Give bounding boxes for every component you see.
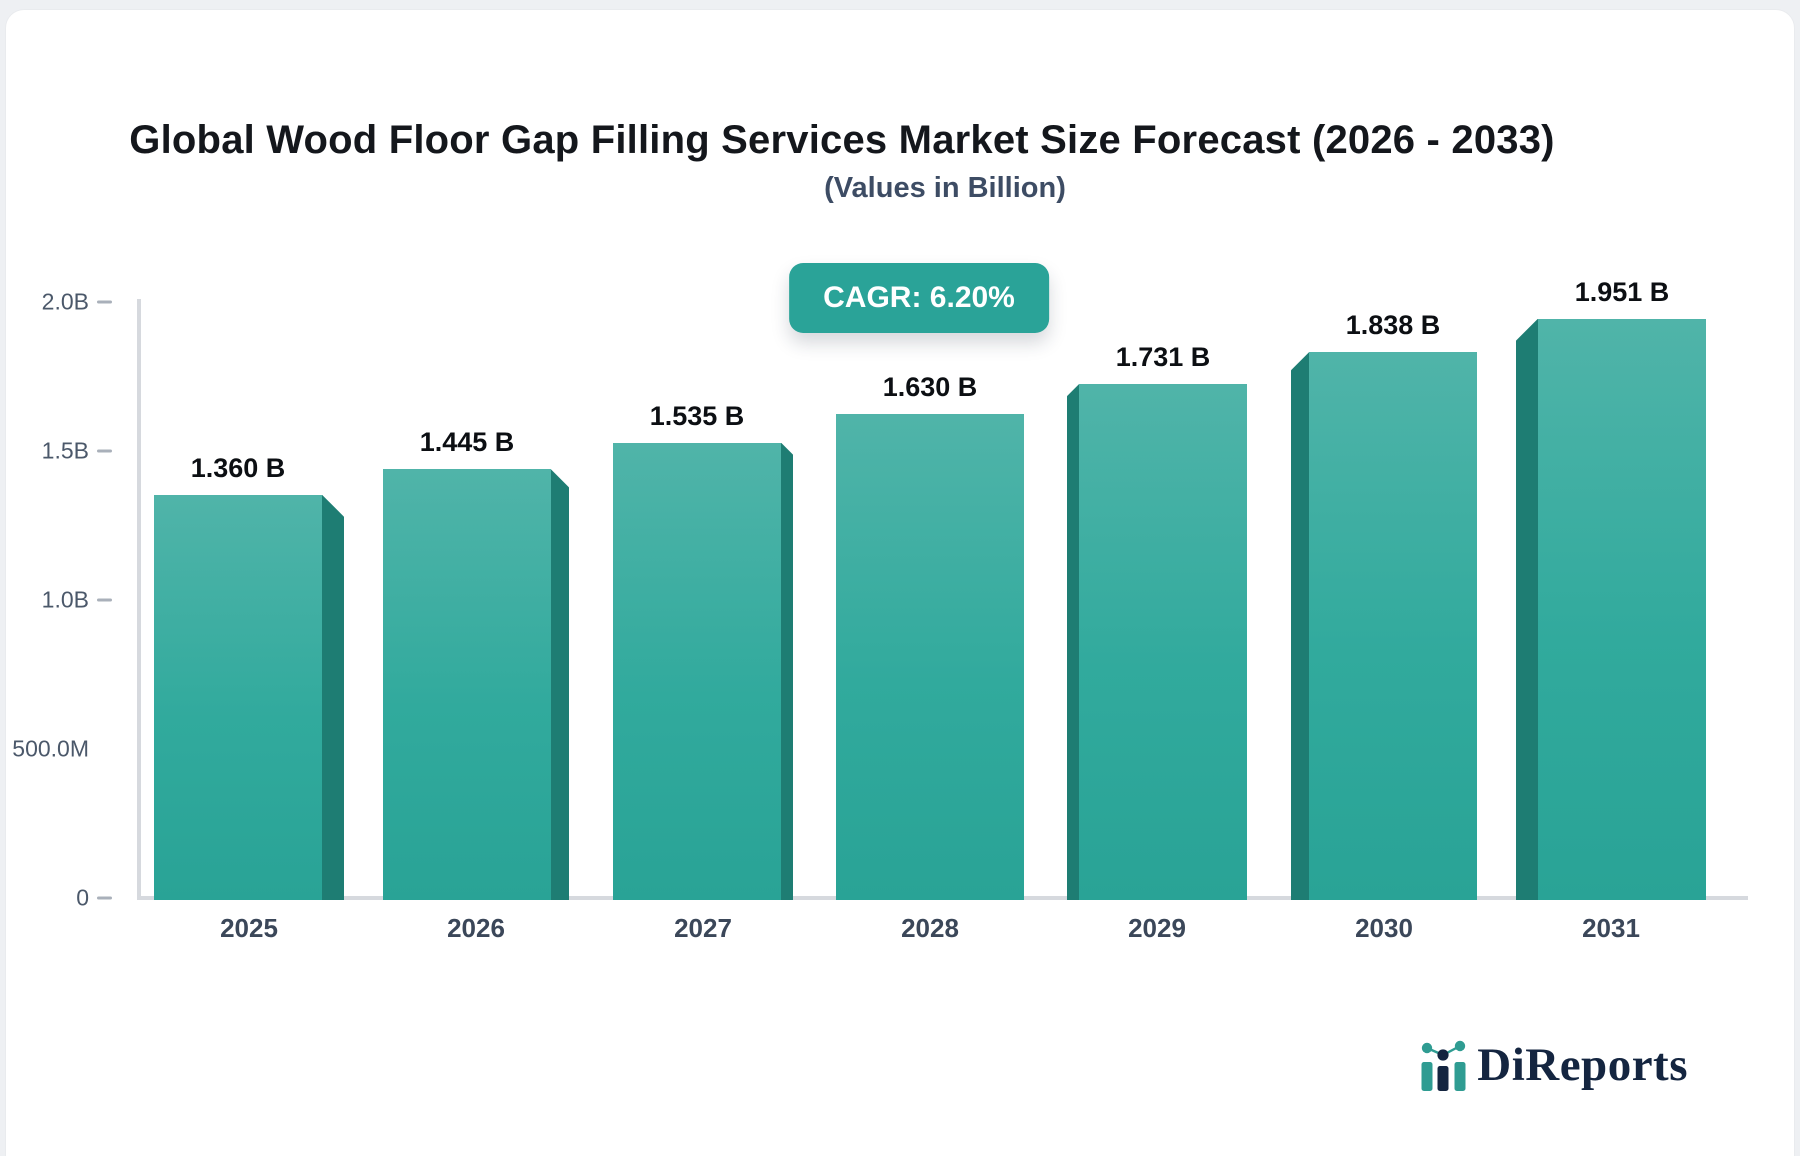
chart-subtitle: (Values in Billion) <box>824 172 1066 204</box>
y-tick: 500.0M <box>12 736 112 763</box>
bar-face <box>836 414 1024 900</box>
bar-side-shadow <box>551 469 569 900</box>
bar-face <box>1538 318 1706 900</box>
bar <box>383 469 569 900</box>
y-tick-dash <box>97 300 112 304</box>
bar-value-label: 1.445 B <box>419 427 515 458</box>
bar <box>613 442 793 900</box>
bar-value-label: 1.838 B <box>1345 310 1441 341</box>
y-tick-label: 0 <box>76 884 89 911</box>
y-tick-label: 2.0B <box>41 288 89 315</box>
x-tick-label: 2030 <box>1355 913 1413 943</box>
y-tick: 0 <box>76 885 112 912</box>
x-tick-label: 2028 <box>901 913 959 943</box>
x-tick-label: 2031 <box>1582 913 1640 943</box>
x-tick-label: 2027 <box>674 913 732 943</box>
brand-name: DiReports <box>1477 1038 1688 1091</box>
y-tick: 1.0B <box>42 587 112 614</box>
bar-face <box>154 494 322 900</box>
bar-face <box>383 469 551 900</box>
bar <box>836 414 1024 900</box>
bar-value-label: 1.731 B <box>1115 342 1211 373</box>
bar-side-shadow <box>1067 384 1079 900</box>
bar-value-label: 1.951 B <box>1574 276 1670 307</box>
y-tick-label: 1.5B <box>41 437 89 464</box>
y-axis-line <box>137 299 141 900</box>
y-tick-dash <box>97 449 112 453</box>
bar-side-shadow <box>1516 318 1538 900</box>
x-tick-label: 2029 <box>1128 913 1186 943</box>
y-tick-dash <box>97 598 112 602</box>
y-tick: 2.0B <box>42 289 112 316</box>
bar-value-label: 1.360 B <box>190 452 286 483</box>
bar-face <box>1079 384 1247 900</box>
bar <box>154 494 344 900</box>
bar <box>1291 352 1477 900</box>
x-tick-label: 2026 <box>447 913 505 943</box>
bar <box>1067 384 1247 900</box>
bar-side-shadow <box>322 494 344 900</box>
y-tick-label: 1.0B <box>41 586 89 613</box>
bar-face <box>613 442 781 900</box>
bar-chart-logo-icon <box>1419 1038 1469 1092</box>
cagr-badge: CAGR: 6.20% <box>789 263 1049 333</box>
brand-logo: DiReports <box>1419 1038 1688 1092</box>
chart-title: Global Wood Floor Gap Filling Services M… <box>129 118 1555 162</box>
y-tick-dash <box>97 896 112 900</box>
bar-side-shadow <box>781 442 793 900</box>
bar-face <box>1309 352 1477 900</box>
chart-card: Global Wood Floor Gap Filling Services M… <box>6 10 1794 1156</box>
bar-value-label: 1.535 B <box>649 400 745 431</box>
bar-value-label: 1.630 B <box>882 372 978 403</box>
y-tick-label: 500.0M <box>12 735 89 762</box>
y-tick: 1.5B <box>42 438 112 465</box>
x-tick-label: 2025 <box>220 913 278 943</box>
bar <box>1516 318 1706 900</box>
bar-side-shadow <box>1291 352 1309 900</box>
